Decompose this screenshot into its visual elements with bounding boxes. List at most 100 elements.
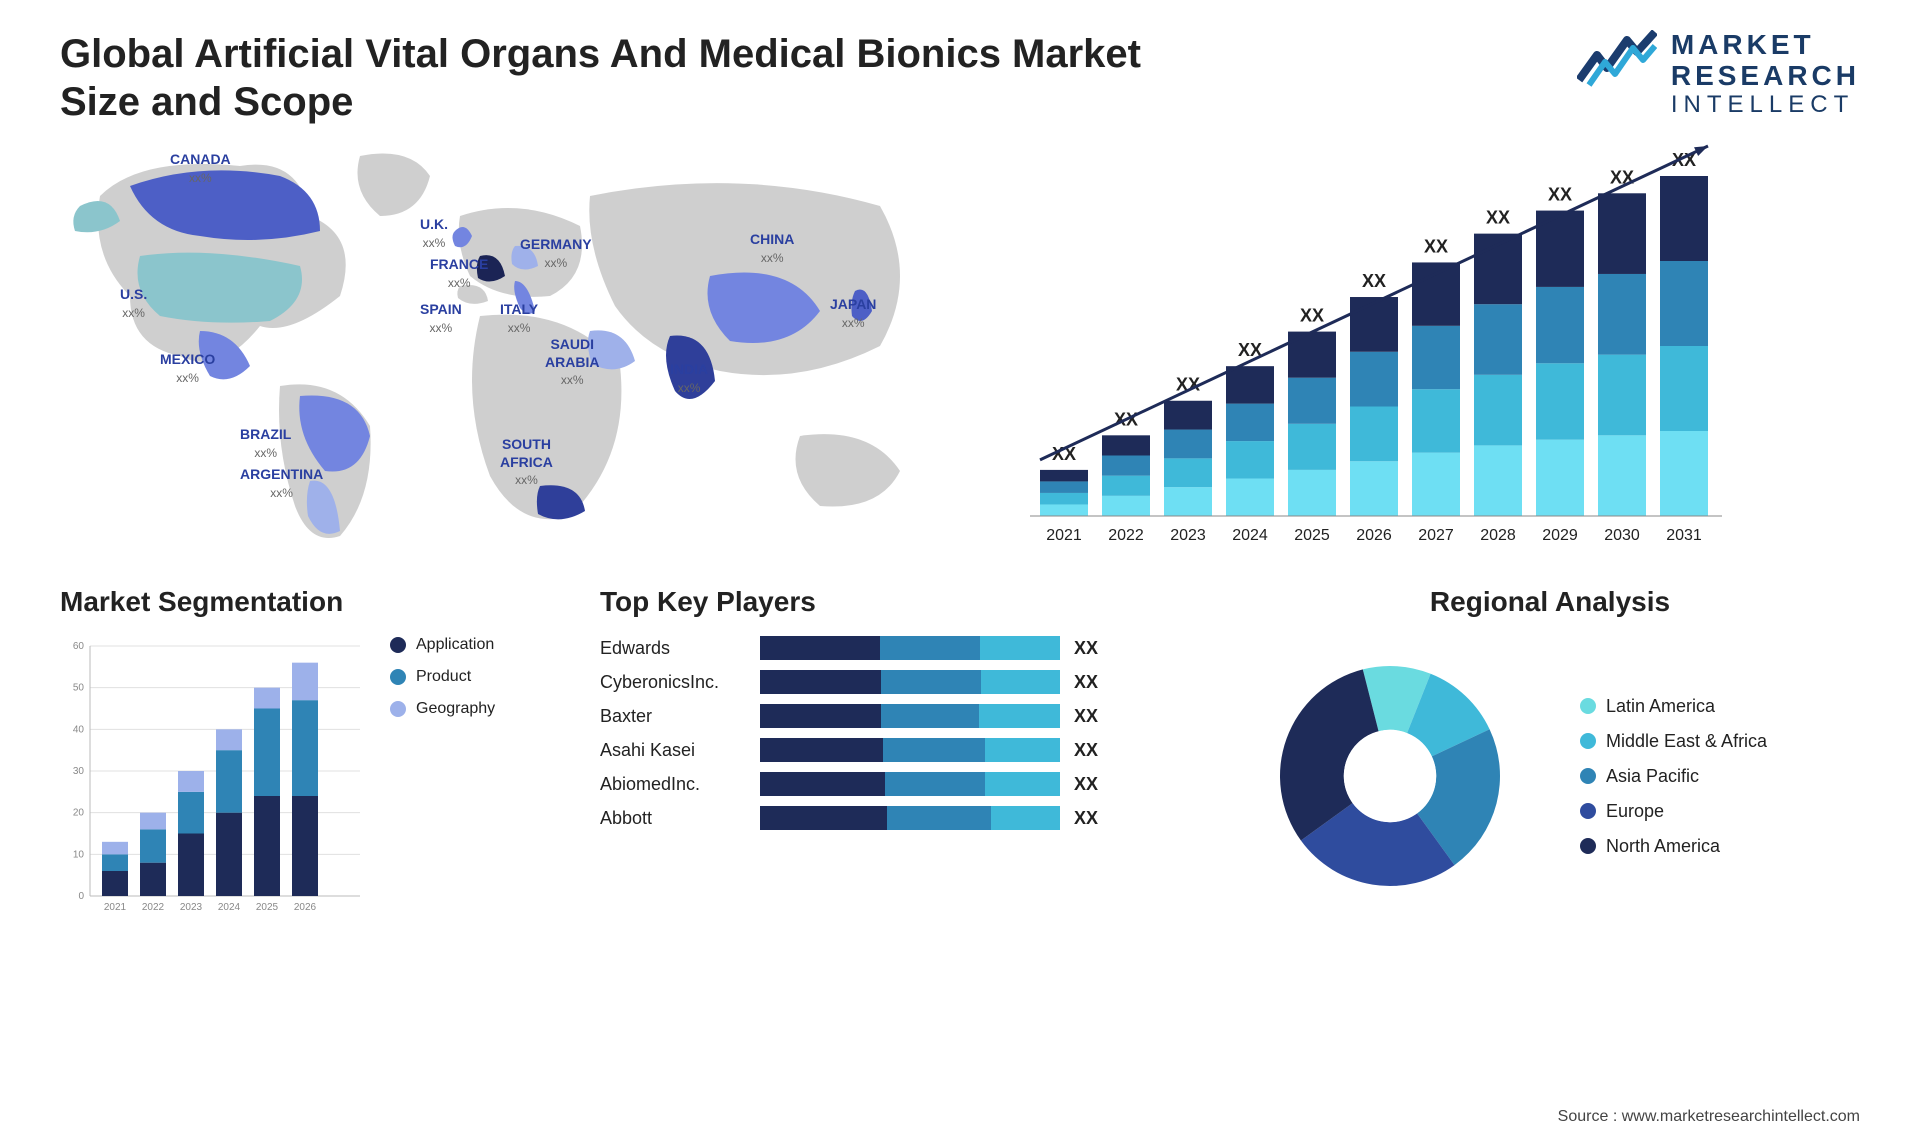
- legend-swatch-icon: [1580, 698, 1596, 714]
- key-player-label: AbiomedInc.: [600, 774, 760, 795]
- key-player-bar-segment: [760, 806, 887, 830]
- key-player-bar-segment: [760, 670, 881, 694]
- svg-text:XX: XX: [1548, 185, 1572, 205]
- map-label: SOUTHAFRICAxx%: [500, 436, 553, 489]
- svg-text:XX: XX: [1362, 271, 1386, 291]
- svg-text:2025: 2025: [256, 902, 279, 913]
- key-player-bar-segment: [885, 772, 985, 796]
- key-players-section: Top Key Players Edwards XX CyberonicsInc. X…: [600, 586, 1200, 840]
- key-player-bar-segment: [760, 636, 880, 660]
- key-player-bar-segment: [981, 670, 1060, 694]
- legend-label: North America: [1606, 836, 1720, 857]
- map-label: ITALYxx%: [500, 301, 538, 336]
- svg-text:10: 10: [73, 849, 85, 860]
- key-player-bar-segment: [979, 704, 1060, 728]
- svg-text:50: 50: [73, 683, 85, 694]
- key-player-row: BaxterXX: [600, 704, 1200, 728]
- forecast-bar-svg: XX2021XX2022XX2023XX2024XX2025XX2026XX20…: [1000, 136, 1780, 556]
- key-player-bar: [760, 806, 1060, 830]
- logo: MARKET RESEARCH INTELLECT: [1577, 30, 1860, 118]
- segmentation-section: Market Segmentation 01020304050602021202…: [60, 586, 560, 916]
- page: Global Artificial Vital Organs And Medic…: [0, 0, 1920, 1146]
- map-label: SAUDIARABIAxx%: [545, 336, 599, 389]
- svg-text:2023: 2023: [180, 902, 203, 913]
- legend-swatch-icon: [390, 669, 406, 685]
- map-label: GERMANYxx%: [520, 236, 592, 271]
- top-row: CANADAxx%U.S.xx%MEXICOxx%BRAZILxx%ARGENT…: [60, 136, 1860, 556]
- key-player-bar-segment: [991, 806, 1060, 830]
- key-player-bar-segment: [985, 772, 1060, 796]
- legend-row: Product: [390, 668, 495, 686]
- svg-text:2029: 2029: [1542, 527, 1578, 544]
- map-label: U.K.xx%: [420, 216, 448, 251]
- key-players-title: Top Key Players: [600, 586, 1200, 618]
- svg-text:2021: 2021: [1046, 527, 1082, 544]
- segmentation-body: 0102030405060202120222023202420252026 Ap…: [60, 636, 560, 916]
- key-player-bar-segment: [760, 704, 881, 728]
- world-map-svg: [60, 136, 960, 556]
- legend-swatch-icon: [390, 637, 406, 653]
- key-player-row: Asahi KaseiXX: [600, 738, 1200, 762]
- key-player-label: CyberonicsInc.: [600, 672, 760, 693]
- legend-row: Application: [390, 636, 495, 654]
- segmentation-title: Market Segmentation: [60, 586, 560, 618]
- svg-text:2026: 2026: [294, 902, 317, 913]
- svg-text:2028: 2028: [1480, 527, 1516, 544]
- map-label: JAPANxx%: [830, 296, 876, 331]
- svg-text:XX: XX: [1610, 167, 1634, 187]
- key-player-bar-segment: [881, 704, 979, 728]
- legend-swatch-icon: [1580, 803, 1596, 819]
- header: Global Artificial Vital Organs And Medic…: [60, 30, 1860, 126]
- regional-legend: Latin America Middle East & Africa Asia Pa…: [1580, 696, 1767, 857]
- world-map: CANADAxx%U.S.xx%MEXICOxx%BRAZILxx%ARGENT…: [60, 136, 960, 556]
- legend-row: Asia Pacific: [1580, 766, 1767, 787]
- key-player-bar: [760, 738, 1060, 762]
- key-player-bar-segment: [760, 738, 883, 762]
- svg-text:2023: 2023: [1170, 527, 1206, 544]
- regional-title: Regional Analysis: [1240, 586, 1860, 618]
- svg-text:40: 40: [73, 724, 85, 735]
- map-label: U.S.xx%: [120, 286, 147, 321]
- svg-text:XX: XX: [1486, 208, 1510, 228]
- key-player-bar-segment: [881, 670, 981, 694]
- map-label: INDIAxx%: [670, 361, 708, 396]
- legend-swatch-icon: [390, 701, 406, 717]
- key-players-rows: Edwards XX CyberonicsInc. XX BaxterXX Asahi K…: [600, 636, 1200, 830]
- svg-text:2025: 2025: [1294, 527, 1330, 544]
- key-player-value: XX: [1074, 808, 1098, 829]
- regional-donut-svg: [1240, 636, 1540, 916]
- key-player-bar-segment: [887, 806, 991, 830]
- map-label: BRAZILxx%: [240, 426, 291, 461]
- key-player-bar: [760, 772, 1060, 796]
- svg-text:30: 30: [73, 766, 85, 777]
- legend-row: Europe: [1580, 801, 1767, 822]
- regional-body: Latin America Middle East & Africa Asia Pa…: [1240, 636, 1860, 916]
- regional-section: Regional Analysis Latin America Middle Ea…: [1240, 586, 1860, 916]
- key-player-label: Asahi Kasei: [600, 740, 760, 761]
- key-player-bar: [760, 670, 1060, 694]
- legend-row: Geography: [390, 700, 495, 718]
- legend-label: Latin America: [1606, 696, 1715, 717]
- logo-line2: RESEARCH: [1671, 61, 1860, 92]
- key-player-value: XX: [1074, 638, 1098, 659]
- svg-text:XX: XX: [1300, 306, 1324, 326]
- svg-text:XX: XX: [1424, 236, 1448, 256]
- svg-text:2031: 2031: [1666, 527, 1702, 544]
- key-player-row: AbiomedInc.XX: [600, 772, 1200, 796]
- legend-row: Latin America: [1580, 696, 1767, 717]
- svg-text:2022: 2022: [1108, 527, 1144, 544]
- logo-line3: INTELLECT: [1671, 92, 1860, 118]
- key-player-bar-segment: [883, 738, 985, 762]
- svg-text:2022: 2022: [142, 902, 165, 913]
- key-player-bar-segment: [980, 636, 1060, 660]
- map-label: ARGENTINAxx%: [240, 466, 323, 501]
- legend-row: Middle East & Africa: [1580, 731, 1767, 752]
- source-text: Source : www.marketresearchintellect.com: [1558, 1108, 1860, 1126]
- forecast-bar-chart: XX2021XX2022XX2023XX2024XX2025XX2026XX20…: [1000, 136, 1860, 556]
- key-player-row: Edwards XX: [600, 636, 1200, 660]
- legend-swatch-icon: [1580, 838, 1596, 854]
- legend-label: Product: [416, 668, 471, 686]
- key-player-label: Edwards: [600, 638, 760, 659]
- svg-text:2030: 2030: [1604, 527, 1640, 544]
- logo-line1: MARKET: [1671, 30, 1860, 61]
